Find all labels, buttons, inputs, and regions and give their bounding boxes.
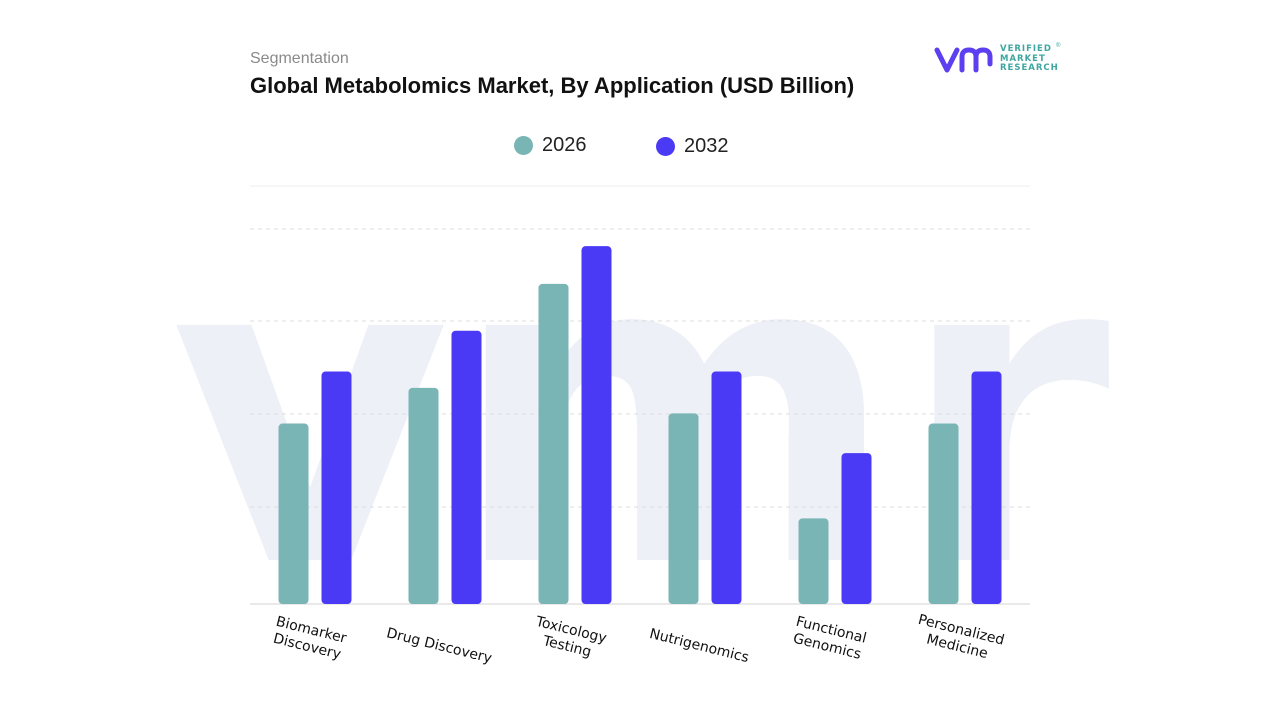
legend-swatch-2032	[656, 137, 675, 156]
bar-2026	[408, 387, 439, 604]
legend-label-2032: 2032	[684, 135, 729, 157]
bar-2032	[971, 371, 1002, 604]
bar-2032	[581, 246, 612, 604]
vmr-logo-mark	[934, 47, 993, 73]
logo-line-1: VERIFIED	[1000, 44, 1052, 54]
bar-2026	[538, 283, 569, 604]
legend-swatch-2026	[514, 136, 533, 155]
bar-2026	[928, 423, 959, 604]
bar-2032	[451, 330, 482, 604]
legend-label-2026: 2026	[542, 134, 587, 156]
bar-2032	[841, 453, 872, 604]
vmr-logo: VERIFIED MARKET RESEARCH ®	[934, 43, 1064, 76]
bar-2026	[278, 423, 309, 604]
chart-legend: 2026 2032	[0, 134, 1280, 164]
chart-title: Global Metabolomics Market, By Applicati…	[250, 73, 855, 98]
legend-item-2032: 2032	[656, 135, 729, 158]
bar-2032	[711, 371, 742, 604]
bar-2032	[321, 371, 352, 604]
chart-subtitle: Segmentation	[250, 50, 349, 67]
bar-2026	[668, 413, 699, 604]
bar-2026	[798, 518, 829, 604]
vmr-logo-text: VERIFIED MARKET RESEARCH	[1000, 44, 1059, 74]
registered-mark: ®	[1056, 43, 1061, 49]
legend-item-2026: 2026	[514, 134, 587, 157]
logo-line-3: RESEARCH	[1000, 63, 1059, 73]
logo-line-2: MARKET	[1000, 53, 1046, 64]
